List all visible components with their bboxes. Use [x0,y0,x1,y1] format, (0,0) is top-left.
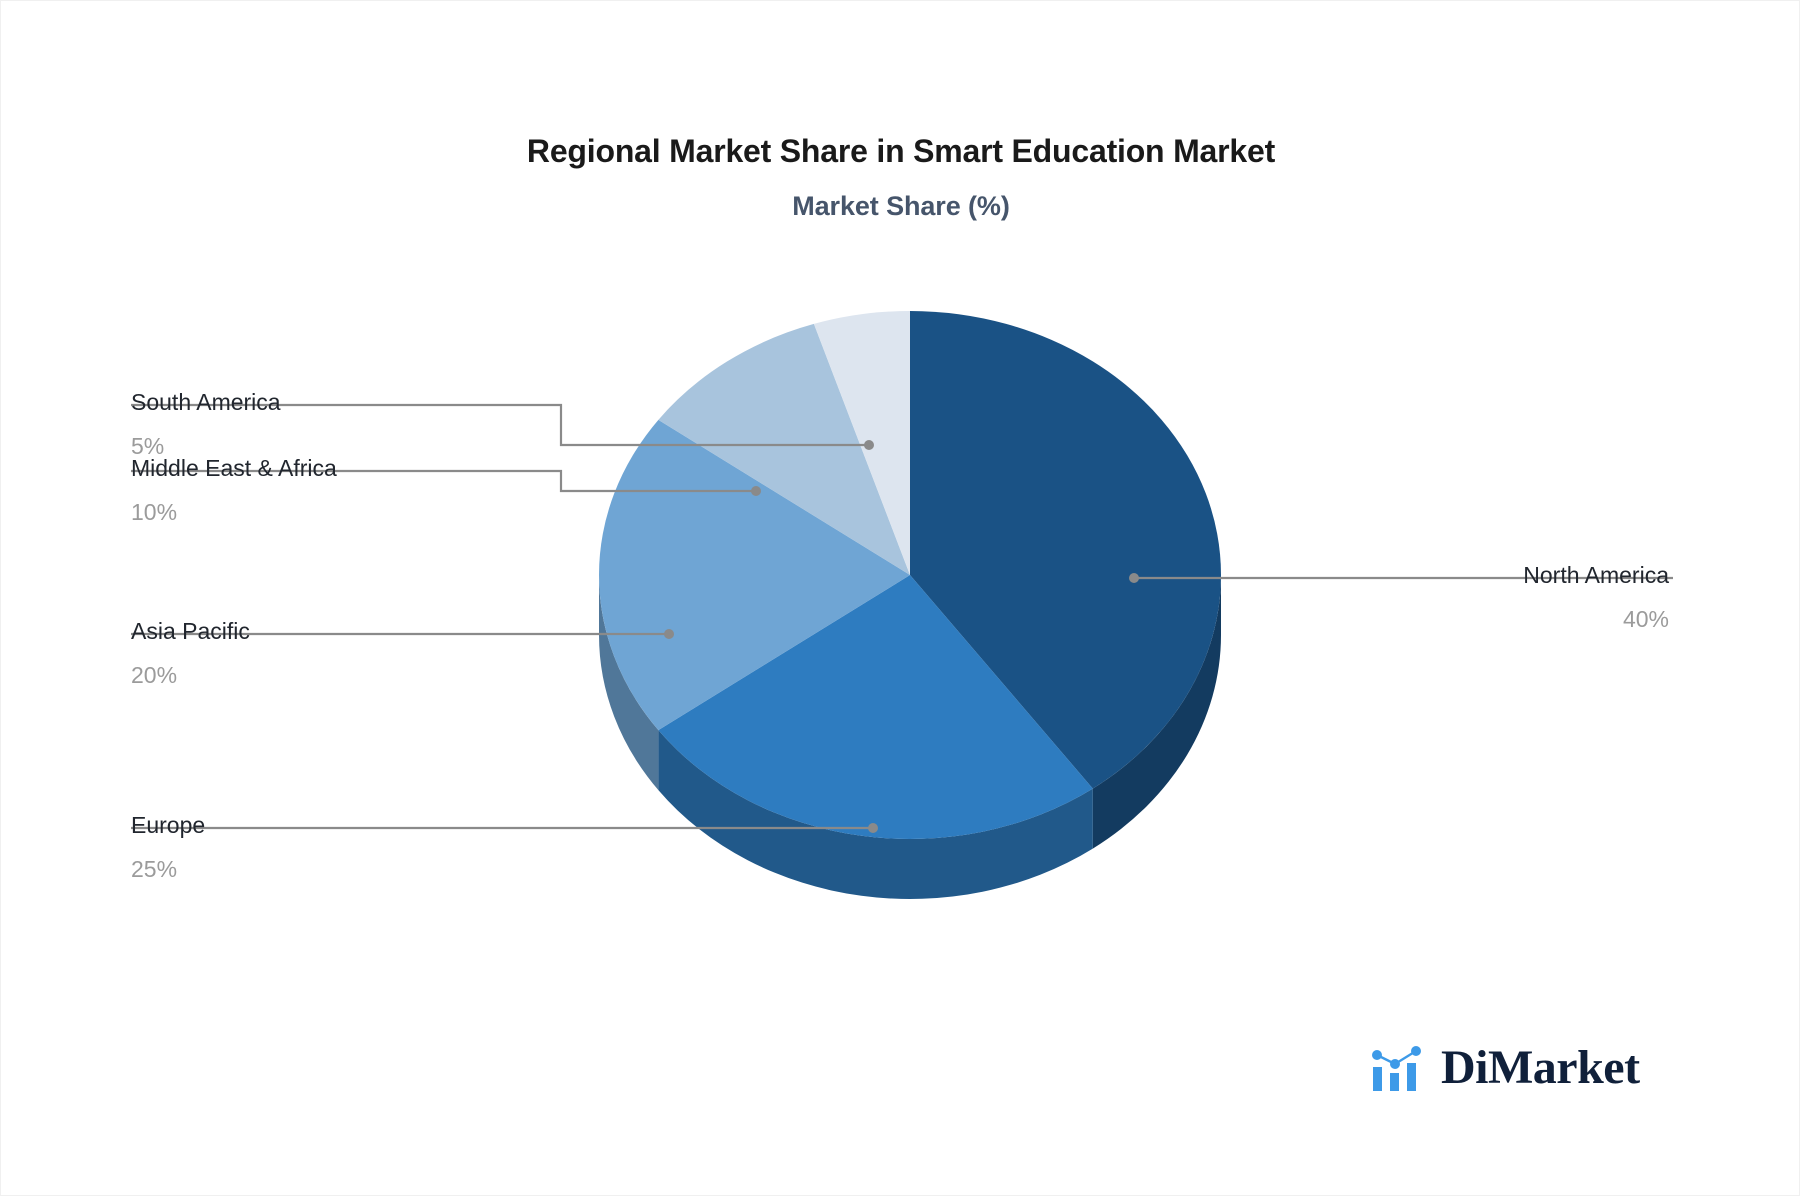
callout-value-north-america: 40% [1622,606,1669,632]
leader-dot-north-america [1129,573,1139,583]
leader-dot-europe [868,823,878,833]
chart-title: Regional Market Share in Smart Education… [526,133,1276,169]
callout-value-asia-pacific-wrap: 20% [131,654,177,690]
leader-dot-asia-pacific [664,629,674,639]
callout-value-middle-east-africa-wrap: 10% [131,491,177,527]
callout-value-south-america-wrap: 5% [131,425,164,461]
brand-name: DiMarket [1441,1041,1640,1094]
pie-side-asia-pacific [599,575,659,791]
callout-label-middle-east-africa: Middle East & Africa [131,455,337,481]
pie-depth-group [599,575,1221,899]
callout-europe[interactable]: Europe [131,810,205,840]
pie-slice-north-america[interactable] [910,311,1221,789]
pie-side-europe [658,730,1093,899]
callout-value-europe-wrap: 25% [131,848,177,884]
pie-side-north-america [1092,575,1221,849]
callout-north-america[interactable]: North America [1523,560,1669,590]
leader-dot-south-america [864,440,874,450]
leader-lines-group [131,403,1673,833]
callout-middle-east-africa[interactable]: Middle East & Africa [131,453,337,483]
brand-logo: DiMarket [1371,1043,1640,1093]
pie-slice-south-america[interactable] [813,311,910,575]
callout-value-asia-pacific: 20% [131,662,178,688]
pie-slice-europe[interactable] [658,575,1093,839]
callout-value-south-america: 5% [131,433,165,459]
pie-slice-asia-pacific[interactable] [598,419,910,731]
callout-label-asia-pacific: Asia Pacific [131,618,250,644]
leader-dot-middle-east-africa [751,486,761,496]
leader-line-middle-east-africa [131,469,756,493]
bar-chart-logo-icon [1372,1046,1421,1091]
callout-value-north-america-wrap: 40% [1623,598,1669,634]
leader-line-south-america [131,403,869,447]
callout-label-north-america: North America [1523,562,1669,588]
callout-label-south-america: South America [131,389,281,415]
callout-label-europe: Europe [131,812,206,838]
pie-top-group [598,311,1221,839]
callout-value-europe: 25% [131,856,178,882]
pie-slice-middle-east-africa[interactable] [658,323,910,575]
callout-asia-pacific[interactable]: Asia Pacific [131,616,250,646]
chart-subtitle: Market Share (%) [792,191,1010,221]
callout-value-middle-east-africa: 10% [131,499,178,525]
callout-south-america[interactable]: South America [131,387,281,417]
